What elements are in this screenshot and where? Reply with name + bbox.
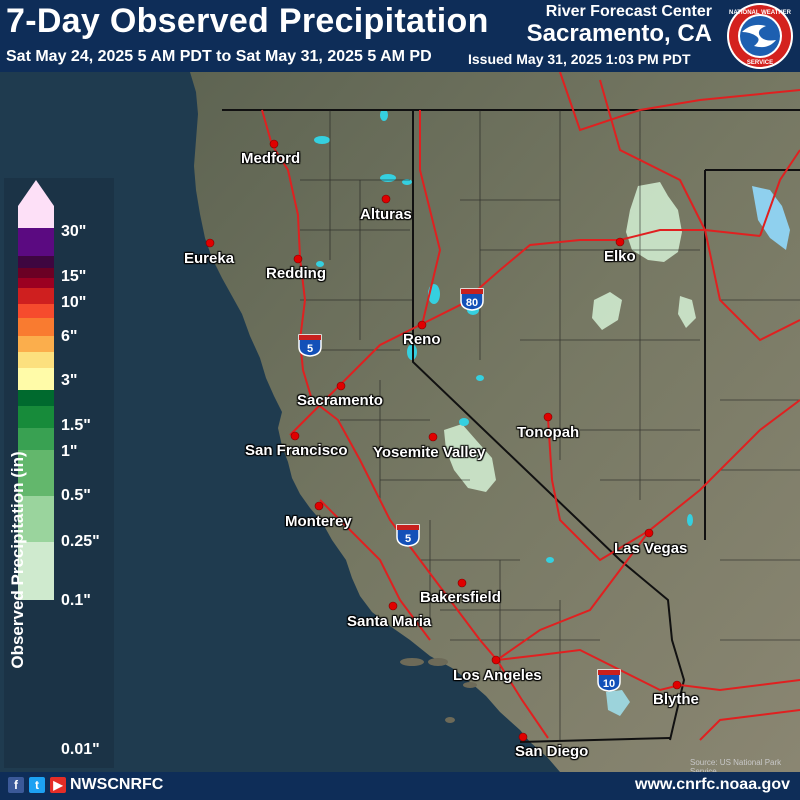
legend-label-0-1: 0.1" [61, 592, 91, 609]
twitter-icon[interactable]: t [29, 777, 45, 793]
map-footer: f t ▶ NWSCNRFC www.cnrfc.noaa.gov [0, 772, 800, 800]
legend-title: Observed Precipitation (in) [8, 451, 27, 669]
map-header: 7-Day Observed Precipitation Sat May 24,… [0, 0, 800, 72]
city-label-medford: Medford [241, 150, 301, 167]
svg-text:SERVICE: SERVICE [747, 60, 773, 66]
observation-period: Sat May 24, 2025 5 AM PDT to Sat May 31,… [6, 48, 432, 65]
issued-timestamp: Issued May 31, 2025 1:03 PM PDT [468, 51, 691, 67]
legend-swatch [18, 542, 54, 600]
map-source-credit: Source: US National Park Service [690, 758, 782, 776]
city-label-elko: Elko [604, 248, 636, 265]
legend-label-1-5: 1.5" [61, 417, 91, 434]
legend-label-10: 10" [61, 294, 87, 311]
legend-color-bar [18, 180, 54, 600]
precip-area [606, 690, 630, 716]
lake [316, 261, 324, 267]
interstate-10-shield: 10 [597, 669, 621, 692]
lake [476, 375, 484, 381]
legend-swatch [18, 304, 54, 318]
city-label-monterey: Monterey [285, 513, 352, 530]
legend-swatch [18, 268, 54, 278]
interstate-5-shield-north: 5 [298, 334, 322, 357]
legend-swatch [18, 228, 54, 256]
office-name: River Forecast Center [545, 3, 712, 20]
lake [402, 179, 412, 185]
precip-area [592, 292, 622, 330]
city-label-san-francisco: San Francisco [245, 442, 348, 459]
city-label-reno: Reno [403, 331, 441, 348]
island [400, 658, 424, 666]
youtube-icon[interactable]: ▶ [50, 777, 66, 793]
legend-swatch [18, 450, 54, 496]
legend-swatch [18, 352, 54, 368]
city-label-alturas: Alturas [360, 206, 412, 223]
precip-area [678, 296, 696, 328]
website-link[interactable]: www.cnrfc.noaa.gov [635, 776, 790, 793]
island [445, 717, 455, 723]
city-label-los-angeles: Los Angeles [453, 667, 542, 684]
social-handle[interactable]: NWSCNRFC [70, 776, 164, 793]
legend-label-3: 3" [61, 372, 78, 389]
city-label-yosemite-valley: Yosemite Valley [373, 444, 486, 461]
legend-label-0-25: 0.25" [61, 533, 100, 550]
legend-swatch [18, 278, 54, 288]
interstate-10-label: 10 [603, 678, 615, 690]
city-label-redding: Redding [266, 265, 326, 282]
city-label-sacramento: Sacramento [297, 392, 383, 409]
legend-label-0-5: 0.5" [61, 487, 91, 504]
lake [314, 136, 330, 144]
legend-label-6: 6" [61, 328, 78, 345]
precip-area [444, 424, 496, 492]
legend-swatch [18, 406, 54, 428]
lake [687, 514, 693, 526]
city-label-santa-maria: Santa Maria [347, 613, 432, 630]
city-label-eureka: Eureka [184, 250, 235, 267]
svg-text:NATIONAL WEATHER: NATIONAL WEATHER [729, 10, 792, 16]
city-label-tonopah: Tonopah [517, 424, 580, 441]
lake [380, 174, 396, 182]
interstate-80-label: 80 [466, 297, 478, 309]
city-markers [205, 139, 682, 742]
lake [380, 109, 388, 121]
legend-label-30: 30" [61, 223, 87, 240]
city-label-san-diego: San Diego [515, 743, 589, 760]
island [428, 658, 448, 666]
state-border [519, 737, 671, 743]
city-label-las-vegas: Las Vegas [614, 540, 688, 557]
office-location: Sacramento, CA [526, 20, 712, 47]
lake [546, 557, 554, 563]
legend-swatch [18, 288, 54, 304]
legend-label-15: 15" [61, 268, 87, 285]
legend-label-1: 1" [61, 443, 78, 460]
legend-label-0-01: 0.01" [61, 741, 100, 758]
legend-swatch [18, 368, 54, 390]
interstate-5-label: 5 [405, 533, 411, 545]
interstate-80-shield: 80 [460, 288, 484, 311]
great-salt-lake [752, 186, 790, 250]
highway-network [261, 71, 800, 741]
legend-swatch [18, 390, 54, 406]
nws-logo-icon: NATIONAL WEATHER SERVICE [727, 3, 793, 69]
legend-swatch [18, 318, 54, 336]
state-border [412, 110, 686, 741]
lake [459, 418, 469, 426]
legend-swatch [18, 496, 54, 542]
legend-swatch [18, 428, 54, 450]
legend-arrow [18, 180, 54, 206]
map-title: 7-Day Observed Precipitation [6, 2, 489, 40]
interstate-5-shield-south: 5 [396, 524, 420, 547]
city-label-bakersfield: Bakersfield [420, 589, 501, 606]
precipitation-legend: Observed Precipitation (in) 30" 15" 10" … [4, 178, 114, 768]
island [463, 682, 477, 688]
city-label-blythe: Blythe [653, 691, 699, 708]
interstate-5-label: 5 [307, 343, 313, 355]
legend-swatch [18, 256, 54, 268]
facebook-icon[interactable]: f [8, 777, 24, 793]
legend-swatch [18, 336, 54, 352]
legend-swatch [18, 206, 54, 228]
